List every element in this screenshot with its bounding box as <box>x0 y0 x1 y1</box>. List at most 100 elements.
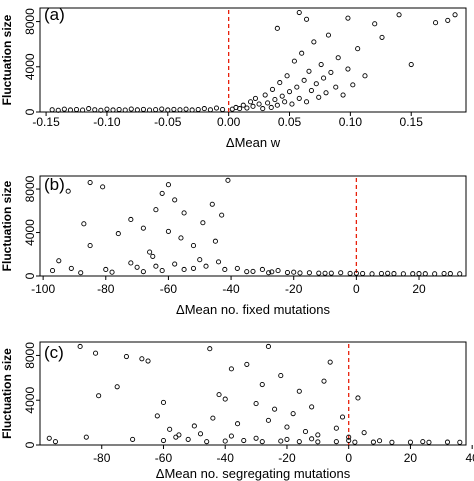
data-point <box>289 101 295 107</box>
data-point <box>441 270 447 277</box>
data-point <box>323 90 329 96</box>
data-point <box>104 106 110 112</box>
data-point <box>159 106 165 112</box>
x-tick-label: 0.05 <box>278 115 302 129</box>
plot-frame <box>39 175 467 277</box>
panel-label: (b) <box>44 175 65 194</box>
data-point <box>228 433 234 439</box>
data-point <box>361 430 367 436</box>
data-point <box>315 439 321 445</box>
data-point <box>49 107 55 113</box>
data-point <box>154 413 160 419</box>
y-tick-label: 4000 <box>23 219 37 246</box>
data-point <box>189 107 195 113</box>
data-point <box>360 270 366 277</box>
data-point <box>139 356 145 362</box>
data-point <box>252 95 258 101</box>
x-tick-label: 0.15 <box>400 115 424 129</box>
data-point <box>128 260 134 266</box>
data-point <box>299 50 305 56</box>
data-point <box>347 270 353 276</box>
data-point <box>304 16 310 22</box>
data-point <box>346 434 352 440</box>
x-tick-label: 40 <box>465 451 474 465</box>
data-point <box>396 12 402 18</box>
data-point <box>153 263 159 269</box>
data-point <box>316 94 322 100</box>
data-point <box>165 228 171 234</box>
data-point <box>109 269 115 275</box>
data-point <box>190 243 197 249</box>
data-point <box>407 439 413 445</box>
data-point <box>225 177 231 183</box>
data-point <box>377 438 383 444</box>
data-point <box>346 437 352 444</box>
y-tick-label: 0 <box>23 108 37 115</box>
data-point <box>284 269 291 276</box>
data-point <box>444 439 451 445</box>
x-tick-label: -60 <box>160 282 178 296</box>
data-point <box>284 424 290 430</box>
data-point <box>244 269 250 275</box>
data-point <box>181 266 187 273</box>
data-point <box>256 101 262 107</box>
data-point <box>146 107 153 113</box>
data-point <box>391 271 397 277</box>
data-point <box>250 103 256 109</box>
data-point <box>160 437 167 444</box>
data-point <box>244 361 250 367</box>
data-point <box>96 393 102 399</box>
y-axis-label: Fluctuation size <box>0 348 14 439</box>
x-tick-label: 20 <box>412 282 426 296</box>
data-point <box>128 106 134 112</box>
data-point <box>296 9 302 16</box>
y-tick-label: 0 <box>23 272 37 279</box>
data-point <box>335 55 341 61</box>
data-point <box>216 392 222 398</box>
data-point <box>282 99 288 105</box>
data-point <box>215 259 222 265</box>
data-point <box>122 107 128 113</box>
data-point <box>197 431 204 437</box>
x-tick-label: -40 <box>217 451 235 465</box>
data-point <box>416 271 422 277</box>
data-point <box>115 231 121 237</box>
data-point <box>291 269 297 275</box>
data-point <box>207 107 213 113</box>
data-point <box>209 201 215 207</box>
data-point <box>80 107 86 113</box>
data-point <box>275 268 281 274</box>
data-point <box>379 34 385 40</box>
data-point <box>321 75 327 81</box>
y-axis-label: Fluctuation size <box>0 14 14 105</box>
data-point <box>309 404 315 410</box>
data-point <box>183 106 189 112</box>
data-point <box>355 395 361 401</box>
x-tick-label: 0 <box>353 282 360 296</box>
data-point <box>296 388 302 394</box>
y-tick-label: 4000 <box>23 53 37 80</box>
data-point <box>185 436 191 442</box>
data-point <box>212 238 218 244</box>
x-tick-label: -20 <box>285 282 303 296</box>
data-point <box>172 197 178 203</box>
data-point <box>308 87 314 94</box>
data-point <box>457 271 463 277</box>
data-point <box>55 107 61 113</box>
data-point <box>309 436 315 442</box>
data-point <box>140 106 147 112</box>
data-point <box>316 270 322 276</box>
x-axis-label: ΔMean no. fixed mutations <box>176 302 330 317</box>
data-point <box>408 61 414 68</box>
data-point <box>203 263 209 269</box>
data-point <box>191 423 197 429</box>
data-point <box>372 21 378 27</box>
data-point <box>240 102 246 108</box>
panel-label: (a) <box>44 5 65 24</box>
chart-panel-3: 0 4000 8000 -80 -60 -40 -20 0 20 40 Fluctuation si… <box>0 341 474 481</box>
data-point <box>353 270 359 276</box>
y-tick-label: 8000 <box>23 175 37 202</box>
y-axis-label: Fluctuation size <box>0 180 14 271</box>
data-point <box>92 107 98 113</box>
